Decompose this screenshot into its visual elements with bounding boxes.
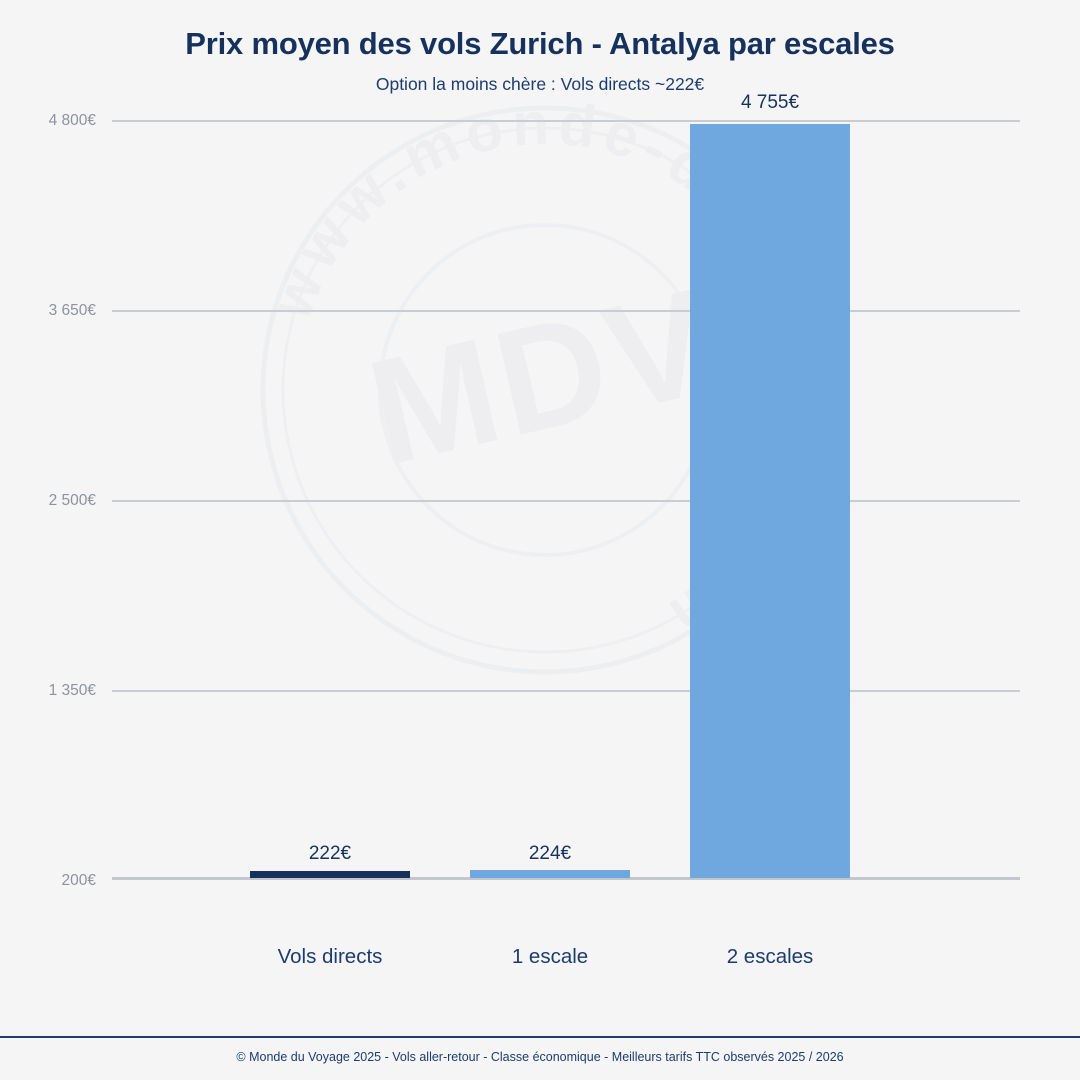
footer-divider [0,1036,1080,1038]
bar-value-2-escales: 4 755€ [740,92,800,113]
bar-2-escales[interactable] [690,124,850,878]
gridline-1350 [112,690,1020,692]
bar-1-escale[interactable] [470,870,630,878]
chart-title: Prix moyen des vols Zurich - Antalya par… [185,26,895,61]
category-label-2-escales: 2 escales [726,945,814,968]
gridline-2500 [112,500,1020,502]
y-axis-label-4800: 4 800€ [48,112,96,129]
category-label-1-escale: 1 escale [511,945,589,968]
y-axis-label-200: 200€ [61,872,96,889]
bar-value-vols-directs: 222€ [308,843,352,864]
chart-subtitle: Option la moins chère : Vols directs ~22… [375,74,705,94]
category-label-vols-directs: Vols directs [277,945,383,968]
bar-vols-directs[interactable] [250,871,410,878]
gridline-4800 [112,120,1020,122]
y-axis-label-2500: 2 500€ [48,492,96,509]
gridline-3650 [112,310,1020,312]
y-axis-label-3650: 3 650€ [48,302,96,319]
footer-credit: © Monde du Voyage 2025 - Vols aller-reto… [236,1050,844,1064]
gridline-baseline-200 [112,877,1020,880]
bar-value-1-escale: 224€ [528,843,572,864]
y-axis-label-1350: 1 350€ [48,682,96,699]
